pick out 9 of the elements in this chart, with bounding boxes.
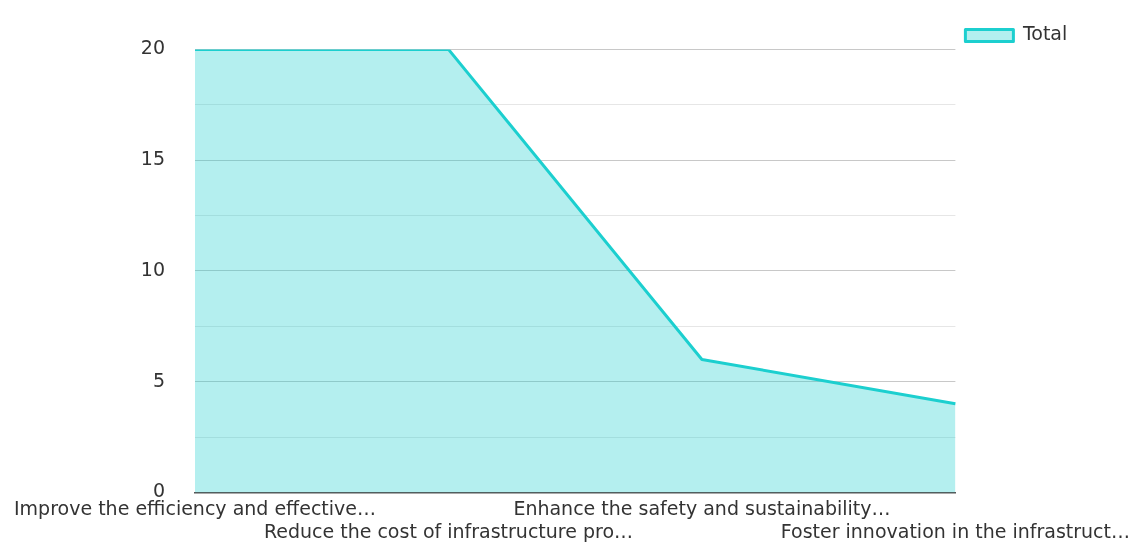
legend-label: Total [1021,22,1068,45]
y-tick-label: 5 [152,368,165,391]
y-tick-label: 20 [140,36,165,59]
x-tick-label: Improve the efficiency and effective… [14,496,376,519]
y-tick-label: 10 [140,257,165,280]
x-tick-label: Foster innovation in the infrastruct… [780,519,1130,542]
y-tick-label: 15 [140,147,165,170]
x-tick-label: Enhance the safety and sustainability… [513,496,891,519]
x-tick-label: Reduce the cost of infrastructure pro… [263,519,634,542]
